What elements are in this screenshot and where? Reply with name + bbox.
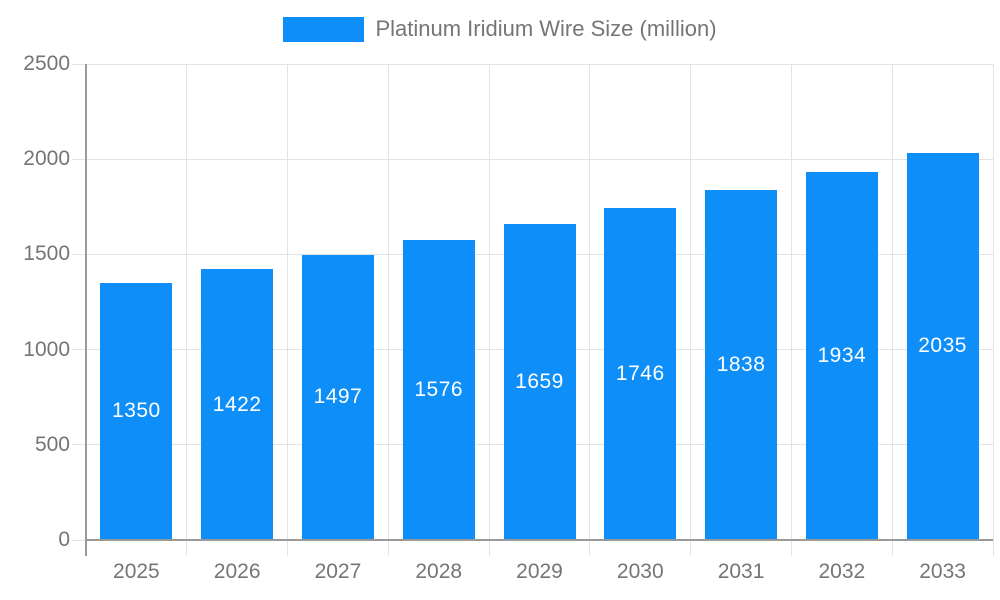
- x-tick-label: 2026: [213, 560, 261, 583]
- y-gridline: [86, 63, 993, 65]
- y-gridline: [86, 158, 993, 160]
- x-axis-tick: [589, 540, 591, 556]
- x-tick-label: 2033: [919, 560, 966, 583]
- bar: 1422: [201, 269, 274, 540]
- x-gridline: [287, 64, 289, 540]
- bar: 1350: [100, 282, 173, 540]
- bar-value-label: 1497: [313, 385, 363, 409]
- x-axis-tick: [790, 540, 792, 556]
- x-gridline: [690, 64, 692, 540]
- x-gridline: [186, 64, 188, 540]
- bar-value-label: 1350: [112, 399, 161, 423]
- bar-value-label: 1659: [515, 370, 564, 394]
- y-tick-label: 1000: [23, 337, 70, 361]
- chart-legend[interactable]: Platinum Iridium Wire Size (million): [0, 16, 1000, 42]
- y-tick-label: 0: [58, 528, 70, 551]
- bar-value-label: 1934: [817, 343, 867, 367]
- y-axis-tick: [72, 158, 86, 160]
- x-gridline: [891, 64, 893, 540]
- x-axis-line: [86, 539, 993, 541]
- y-tick-label: 2000: [23, 147, 70, 171]
- y-axis-tick: [72, 539, 86, 541]
- bar-value-label: 1422: [212, 392, 262, 416]
- y-tick-label: 500: [34, 432, 70, 456]
- x-axis-tick: [287, 540, 289, 556]
- x-tick-label: 2025: [113, 560, 160, 583]
- bar-value-label: 1746: [615, 361, 665, 385]
- x-tick-label: 2027: [314, 560, 362, 583]
- x-axis-tick: [186, 540, 188, 556]
- y-axis-tick: [72, 63, 86, 65]
- y-axis-line: [85, 64, 87, 556]
- x-gridline: [387, 64, 389, 540]
- bar: 1497: [301, 254, 374, 540]
- y-axis-tick: [72, 253, 86, 255]
- bar: 2035: [906, 152, 979, 540]
- x-gridline: [992, 64, 994, 540]
- bar: 1838: [705, 190, 778, 540]
- bar: 1746: [604, 207, 677, 540]
- x-gridline: [589, 64, 591, 540]
- bar-value-label: 1576: [414, 377, 464, 401]
- bar-value-label: 2035: [918, 334, 967, 358]
- x-axis-tick: [690, 540, 692, 556]
- x-tick-label: 2028: [415, 560, 463, 583]
- x-tick-label: 2029: [516, 560, 563, 583]
- bar-value-label: 1838: [716, 353, 766, 376]
- legend-label: Platinum Iridium Wire Size (million): [375, 16, 717, 41]
- x-tick-label: 2030: [616, 560, 664, 583]
- x-axis-tick: [992, 540, 994, 556]
- y-axis-tick: [72, 349, 86, 351]
- bar: 1576: [402, 239, 475, 540]
- bar: 1659: [503, 224, 576, 540]
- x-axis-tick: [891, 540, 893, 556]
- bar: 1934: [805, 171, 878, 540]
- x-gridline: [488, 64, 490, 540]
- y-axis-tick: [72, 444, 86, 446]
- x-tick-label: 2031: [717, 560, 765, 583]
- legend-swatch: [283, 16, 365, 42]
- x-tick-label: 2032: [818, 560, 866, 583]
- x-axis-tick: [488, 540, 490, 556]
- x-axis-tick: [387, 540, 389, 556]
- y-tick-label: 2500: [23, 52, 70, 75]
- x-gridline: [790, 64, 792, 540]
- y-tick-label: 1500: [23, 242, 70, 266]
